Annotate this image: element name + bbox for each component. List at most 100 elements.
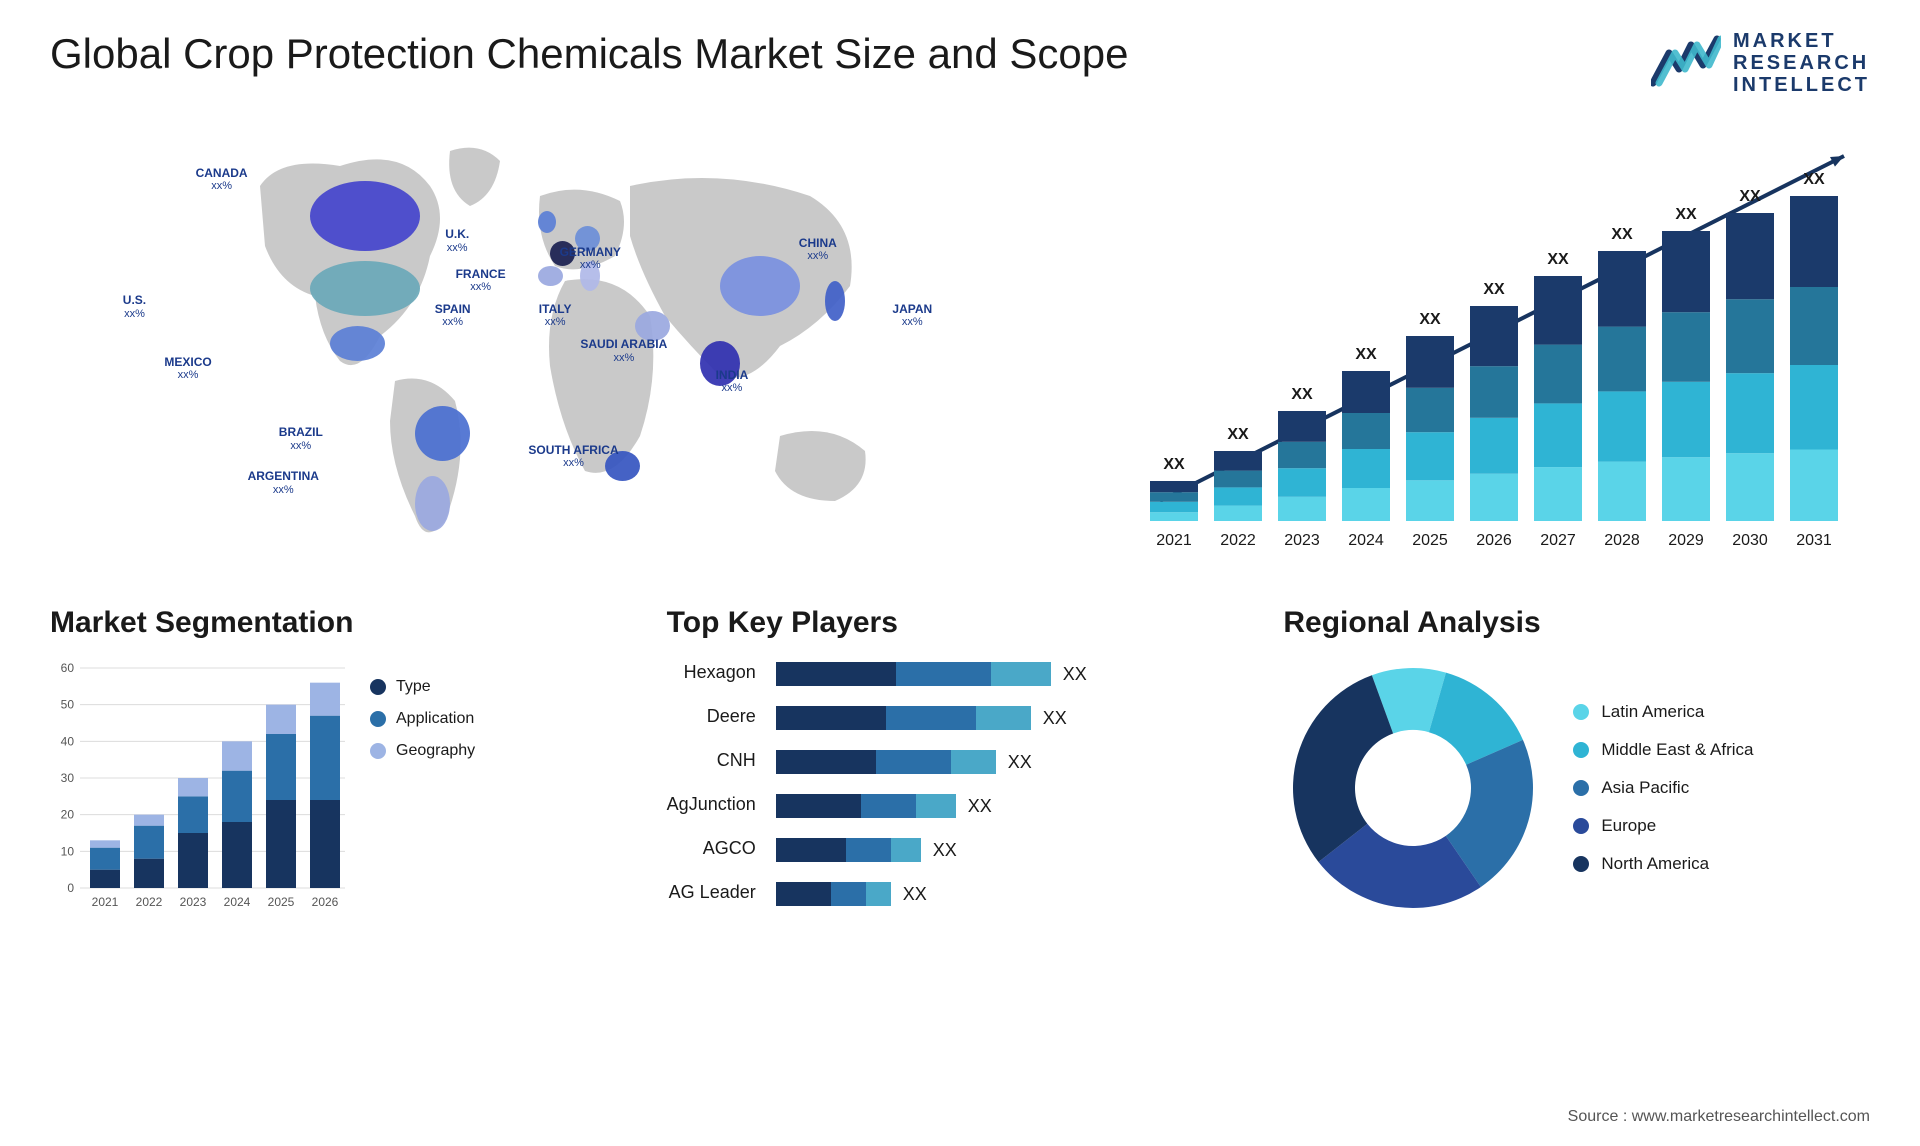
svg-text:30: 30 [61,771,75,785]
player-bar-segment [831,882,866,906]
player-value: XX [933,840,957,861]
svg-text:XX: XX [1419,311,1441,328]
legend-dot [1573,780,1589,796]
svg-text:XX: XX [1291,386,1313,403]
player-bar-segment [891,838,921,862]
player-value: XX [968,796,992,817]
player-name: Deere [707,706,756,730]
map-label-u-k-: U.K.xx% [445,227,469,255]
map-label-china: CHINAxx% [799,236,837,264]
svg-text:XX: XX [1355,346,1377,363]
svg-text:2021: 2021 [92,895,119,909]
svg-text:XX: XX [1675,206,1697,223]
svg-text:XX: XX [1739,188,1761,205]
svg-text:2022: 2022 [1220,532,1256,549]
player-name: AgJunction [667,794,756,818]
player-bar-row: XX [776,706,1087,730]
logo-line1: MARKET [1733,30,1870,52]
legend-label: Geography [396,742,475,760]
player-bar-segment [976,706,1031,730]
map-label-france: FRANCExx% [456,267,506,295]
svg-text:2030: 2030 [1732,532,1768,549]
svg-text:2024: 2024 [224,895,251,909]
svg-text:2029: 2029 [1668,532,1704,549]
player-bar-segment [991,662,1051,686]
map-label-south-africa: SOUTH AFRICAxx% [528,443,618,471]
player-name: AG Leader [669,882,756,906]
svg-text:XX: XX [1547,251,1569,268]
map-label-saudi-arabia: SAUDI ARABIAxx% [580,337,667,365]
player-bar-segment [951,750,996,774]
legend-dot [1573,742,1589,758]
map-label-argentina: ARGENTINAxx% [248,469,319,497]
player-bar-row: XX [776,750,1087,774]
svg-text:2028: 2028 [1604,532,1640,549]
svg-text:XX: XX [1611,226,1633,243]
player-value: XX [1063,664,1087,685]
player-bar-row: XX [776,662,1087,686]
segmentation-legend-item: Geography [370,742,475,760]
svg-text:2022: 2022 [136,895,163,909]
svg-text:2025: 2025 [268,895,295,909]
svg-text:10: 10 [61,844,75,858]
regional-donut [1283,658,1543,918]
player-bar-segment [776,706,886,730]
svg-text:XX: XX [1227,426,1249,443]
players-panel: Top Key Players HexagonDeereCNHAgJunctio… [667,606,1254,918]
player-bar-segment [776,794,861,818]
growth-chart-svg: XX2021XX2022XX2023XX2024XX2025XX2026XX20… [1130,126,1870,566]
map-label-japan: JAPANxx% [892,302,932,330]
svg-text:2023: 2023 [180,895,207,909]
map-label-germany: GERMANYxx% [560,245,621,273]
player-bar-segment [776,662,896,686]
svg-text:60: 60 [61,661,75,675]
svg-text:2026: 2026 [312,895,339,909]
legend-label: Application [396,710,474,728]
player-bar-row: XX [776,882,1087,906]
regional-legend: Latin America Middle East & Africa Asia Pa… [1573,702,1753,874]
svg-text:XX: XX [1803,171,1825,188]
players-title: Top Key Players [667,606,1254,640]
page-title: Global Crop Protection Chemicals Market … [50,30,1129,78]
svg-text:2024: 2024 [1348,532,1384,549]
legend-label: Type [396,678,431,696]
segmentation-legend-item: Application [370,710,475,728]
player-value: XX [1008,752,1032,773]
regional-legend-item: Middle East & Africa [1573,740,1753,760]
world-map-panel: CANADAxx% U.S.xx% MEXICOxx% BRAZILxx% ARGENT… [50,126,1090,566]
regional-legend-item: Europe [1573,816,1753,836]
svg-text:2021: 2021 [1156,532,1192,549]
svg-text:0: 0 [67,881,74,895]
source-text: Source : www.marketresearchintellect.com [1568,1108,1870,1126]
segmentation-title: Market Segmentation [50,606,637,640]
map-label-canada: CANADAxx% [196,166,248,194]
svg-text:50: 50 [61,698,75,712]
regional-panel: Regional Analysis Latin AmericaMiddle Ea… [1283,606,1870,918]
player-value: XX [1043,708,1067,729]
player-bar-segment [886,706,976,730]
map-label-mexico: MEXICOxx% [164,355,211,383]
player-name: Hexagon [684,662,756,686]
segmentation-chart: 0102030405060202120222023202420252026 [50,658,350,918]
regional-legend-item: Asia Pacific [1573,778,1753,798]
svg-text:XX: XX [1163,456,1185,473]
svg-text:2027: 2027 [1540,532,1576,549]
players-labels: HexagonDeereCNHAgJunctionAGCOAG Leader [667,658,756,906]
legend-label: Latin America [1601,702,1704,722]
svg-text:2023: 2023 [1284,532,1320,549]
player-bar-segment [846,838,891,862]
regional-legend-item: Latin America [1573,702,1753,722]
player-bar-segment [866,882,891,906]
brand-logo: MARKET RESEARCH INTELLECT [1651,30,1870,96]
logo-line3: INTELLECT [1733,74,1870,96]
player-bar-segment [896,662,991,686]
player-bar-segment [916,794,956,818]
legend-label: Asia Pacific [1601,778,1689,798]
svg-text:2031: 2031 [1796,532,1832,549]
legend-label: North America [1601,854,1709,874]
map-label-brazil: BRAZILxx% [279,425,323,453]
segmentation-legend-item: Type [370,678,475,696]
map-label-u-s-: U.S.xx% [123,293,146,321]
player-bar-row: XX [776,794,1087,818]
logo-line2: RESEARCH [1733,52,1870,74]
